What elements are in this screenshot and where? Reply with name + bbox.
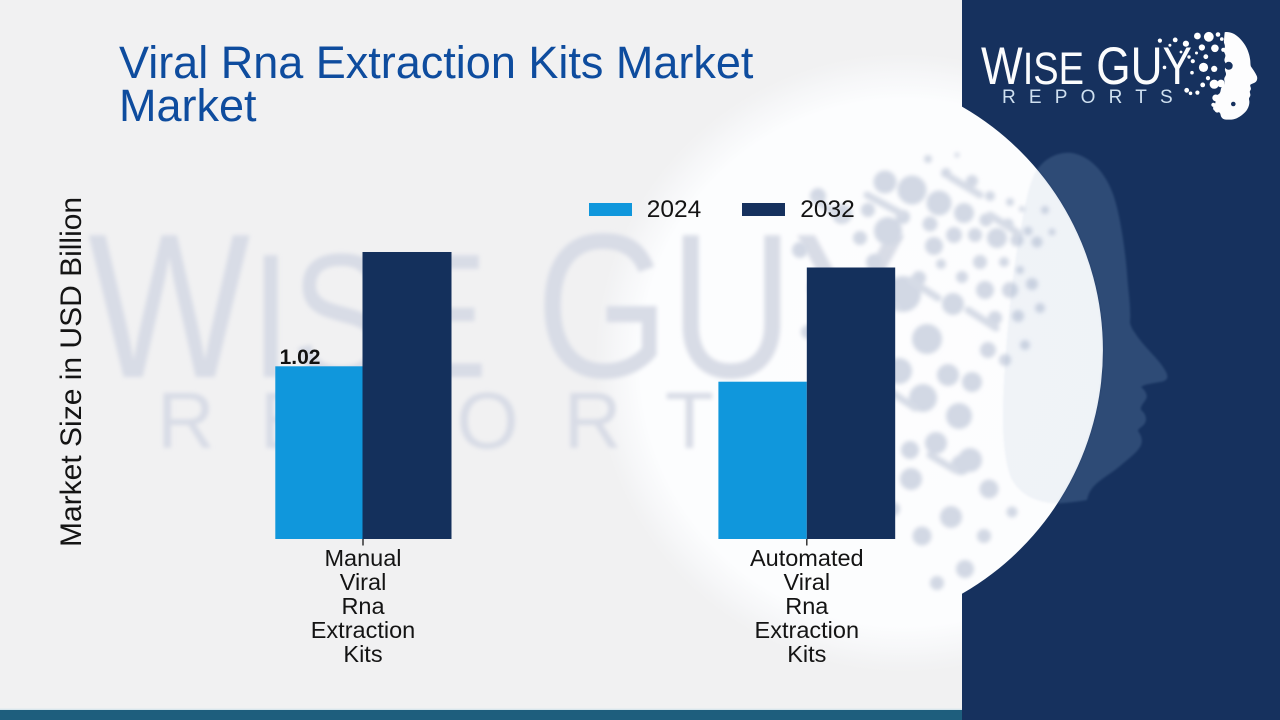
svg-text:Extraction: Extraction	[311, 617, 416, 643]
svg-text:Market Size in USD Billion: Market Size in USD Billion	[55, 197, 88, 547]
svg-text:WISE GUY: WISE GUY	[981, 37, 1192, 96]
svg-text:Rna: Rna	[785, 593, 829, 619]
svg-text:Viral: Viral	[340, 569, 387, 595]
svg-text:Manual: Manual	[324, 545, 401, 571]
svg-text:2032: 2032	[800, 196, 855, 223]
svg-text:2024: 2024	[647, 196, 702, 223]
svg-text:REPORTS: REPORTS	[157, 376, 857, 465]
svg-text:Kits: Kits	[343, 641, 382, 667]
svg-text:Rna: Rna	[341, 593, 385, 619]
svg-text:Automated: Automated	[750, 545, 864, 571]
svg-text:Viral: Viral	[784, 569, 831, 595]
svg-text:Market: Market	[119, 80, 257, 131]
svg-text:Viral Rna Extraction Kits Mark: Viral Rna Extraction Kits Market	[119, 37, 754, 88]
svg-text:Kits: Kits	[787, 641, 826, 667]
svg-text:1.02: 1.02	[280, 346, 321, 369]
svg-text:Extraction: Extraction	[755, 617, 860, 643]
svg-text:REPORTS: REPORTS	[1002, 87, 1186, 108]
